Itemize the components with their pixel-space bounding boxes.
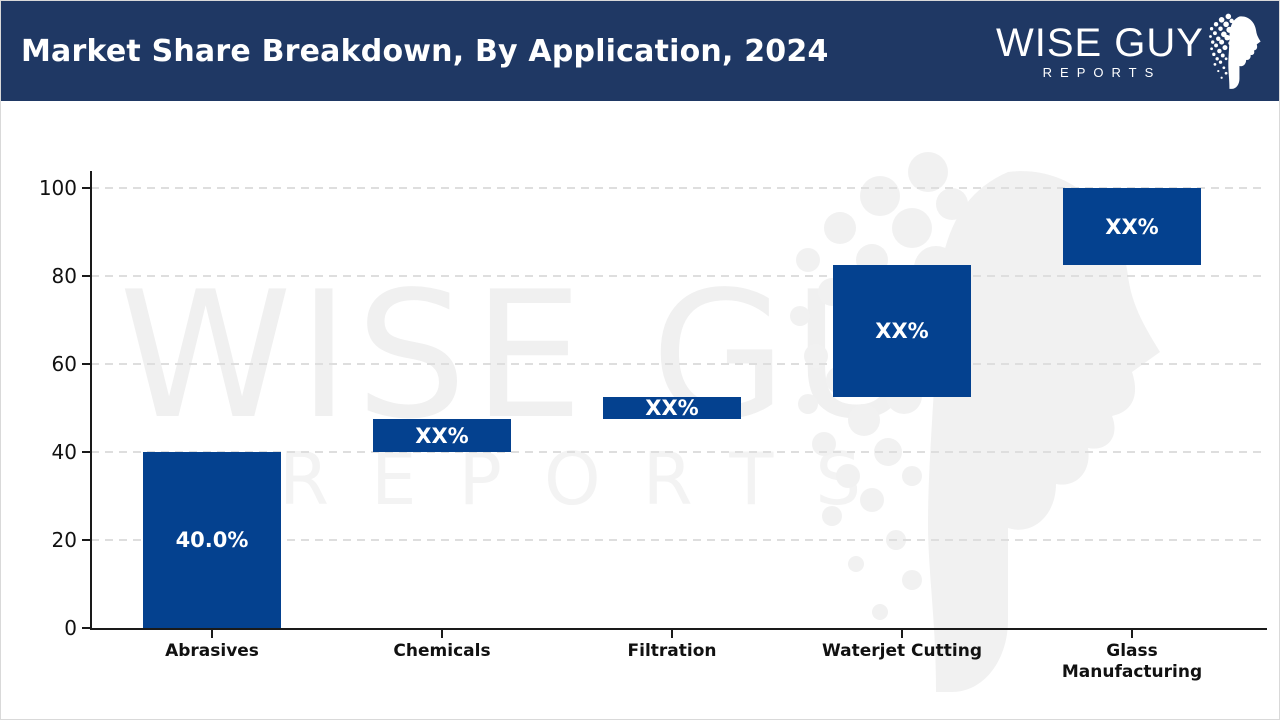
bar-label-glass-manufacturing: XX% [1105,214,1159,239]
gridline-100 [91,187,1267,189]
logo-wiseguy-text: WISE GUY [995,21,1204,65]
header-bar: Market Share Breakdown, By Application, … [1,1,1279,101]
x-tick-glass-manufacturing [1131,630,1133,638]
y-axis-line [90,171,92,630]
x-tick-abrasives [211,630,213,638]
bar-label-waterjet-cutting: XX% [875,319,929,343]
x-tick-label-waterjet-cutting: Waterjet Cutting [822,641,982,661]
x-tick-filtration [671,630,673,638]
y-tick-80 [82,275,90,277]
logo-reports-text: REPORTS [1042,65,1162,80]
wise-guy-logo: WISE GUY REPORTS [996,12,1263,90]
y-tick-label-40: 40 [51,440,77,464]
x-tick-label-chemicals: Chemicals [393,641,491,661]
bar-waterjet-cutting [833,265,971,397]
y-tick-label-100: 100 [38,176,77,200]
bar-chemicals [373,419,511,452]
bar-label-abrasives: 40.0% [175,528,249,552]
gridline-60 [91,363,1267,365]
x-tick-label-filtration: Filtration [627,641,717,661]
bar-abrasives [143,452,281,628]
chart-title: Market Share Breakdown, By Application, … [21,33,829,69]
y-tick-40 [82,451,90,453]
bar-filtration [603,397,741,419]
y-tick-60 [82,363,90,365]
watermark-reports-text: REPORTS [279,437,904,521]
y-tick-label-20: 20 [51,528,77,552]
x-tick-chemicals [441,630,443,638]
bar-label-chemicals: XX% [415,423,469,448]
x-tick-label-glass-manufacturing: Glass Manufacturing [1061,641,1203,683]
x-axis-line [90,628,1267,630]
y-tick-label-80: 80 [51,264,77,288]
y-tick-label-0: 0 [64,616,77,640]
y-tick-20 [82,539,90,541]
gridline-40 [91,451,1267,453]
gridline-20 [91,539,1267,541]
bar-glass-manufacturing [1063,188,1201,265]
y-tick-0 [82,627,90,629]
x-tick-label-abrasives: Abrasives [165,641,259,661]
y-tick-100 [82,187,90,189]
wise-guy-head-icon [1209,13,1261,89]
y-tick-label-60: 60 [51,352,77,376]
x-tick-waterjet-cutting [901,630,903,638]
gridline-80 [91,275,1267,277]
bar-label-filtration: XX% [645,396,699,420]
